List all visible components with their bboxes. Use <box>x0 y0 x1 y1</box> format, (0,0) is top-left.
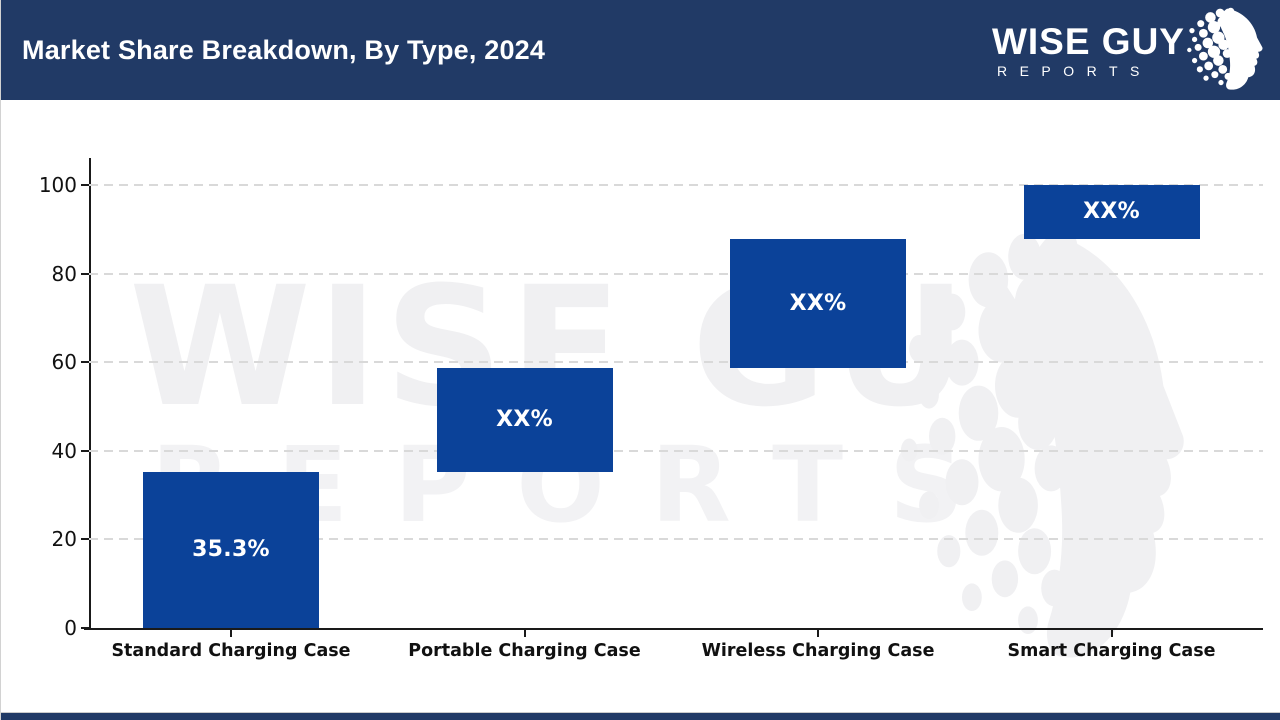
dotted-head-icon <box>1187 7 1263 90</box>
footer-bar <box>1 713 1280 720</box>
category-label: Portable Charging Case <box>408 641 641 661</box>
plot: 0 20 40 60 80 100 35.3% Standard Charging Case X… <box>1 100 1280 713</box>
y-tick-mark <box>81 627 89 629</box>
wise-guy-logo: WISE GUY REPORTS <box>992 6 1269 94</box>
bar-value-label: XX% <box>496 407 553 433</box>
bar-value-label: XX% <box>789 290 847 316</box>
logo-wordmark: WISE GUY REPORTS <box>991 20 1185 79</box>
page-title: Market Share Breakdown, By Type, 2024 <box>22 34 546 65</box>
y-tick-label: 40 <box>51 438 77 463</box>
waterfall-bar: XX% <box>730 238 906 368</box>
waterfall-bar: 35.3% <box>143 471 319 628</box>
x-tick-mark <box>817 630 819 637</box>
y-gridline <box>89 272 1263 275</box>
y-gridline <box>89 538 1263 541</box>
category-label: Smart Charging Case <box>1007 641 1216 661</box>
y-tick-label: 80 <box>51 261 77 286</box>
bar-value-label: 35.3% <box>192 537 270 563</box>
logo-wordmark-line2: REPORTS <box>996 62 1152 79</box>
y-tick-label: 20 <box>51 527 77 552</box>
waterfall-bar: XX% <box>1023 185 1200 239</box>
y-tick-mark <box>81 449 89 452</box>
y-gridline <box>89 184 1263 186</box>
x-tick-mark <box>1110 630 1113 637</box>
bar-value-label: XX% <box>1083 199 1140 225</box>
x-axis-spine <box>84 628 1263 630</box>
y-tick-label: 60 <box>51 350 77 375</box>
x-tick-mark <box>230 630 232 637</box>
waterfall-bar: XX% <box>436 367 613 472</box>
y-tick-label: 0 <box>64 616 77 640</box>
chart-area: WISE GUY REPORTS 0 20 40 60 80 100 35.3% Standa… <box>1 100 1280 713</box>
y-gridline <box>89 361 1263 364</box>
category-label: Standard Charging Case <box>111 641 351 661</box>
category-label: Wireless Charging Case <box>701 641 935 661</box>
y-tick-mark <box>81 361 89 364</box>
logo-wordmark-line1: WISE GUY <box>991 20 1185 62</box>
x-tick-mark <box>523 630 526 637</box>
y-tick-mark <box>81 184 89 186</box>
y-tick-mark <box>81 272 89 275</box>
y-tick-mark <box>81 538 89 541</box>
y-gridline <box>89 449 1263 452</box>
y-tick-label: 100 <box>38 173 77 197</box>
header: Market Share Breakdown, By Type, 2024 WI… <box>1 0 1280 100</box>
footer-divider <box>1 712 1280 713</box>
y-axis-spine <box>89 158 91 630</box>
